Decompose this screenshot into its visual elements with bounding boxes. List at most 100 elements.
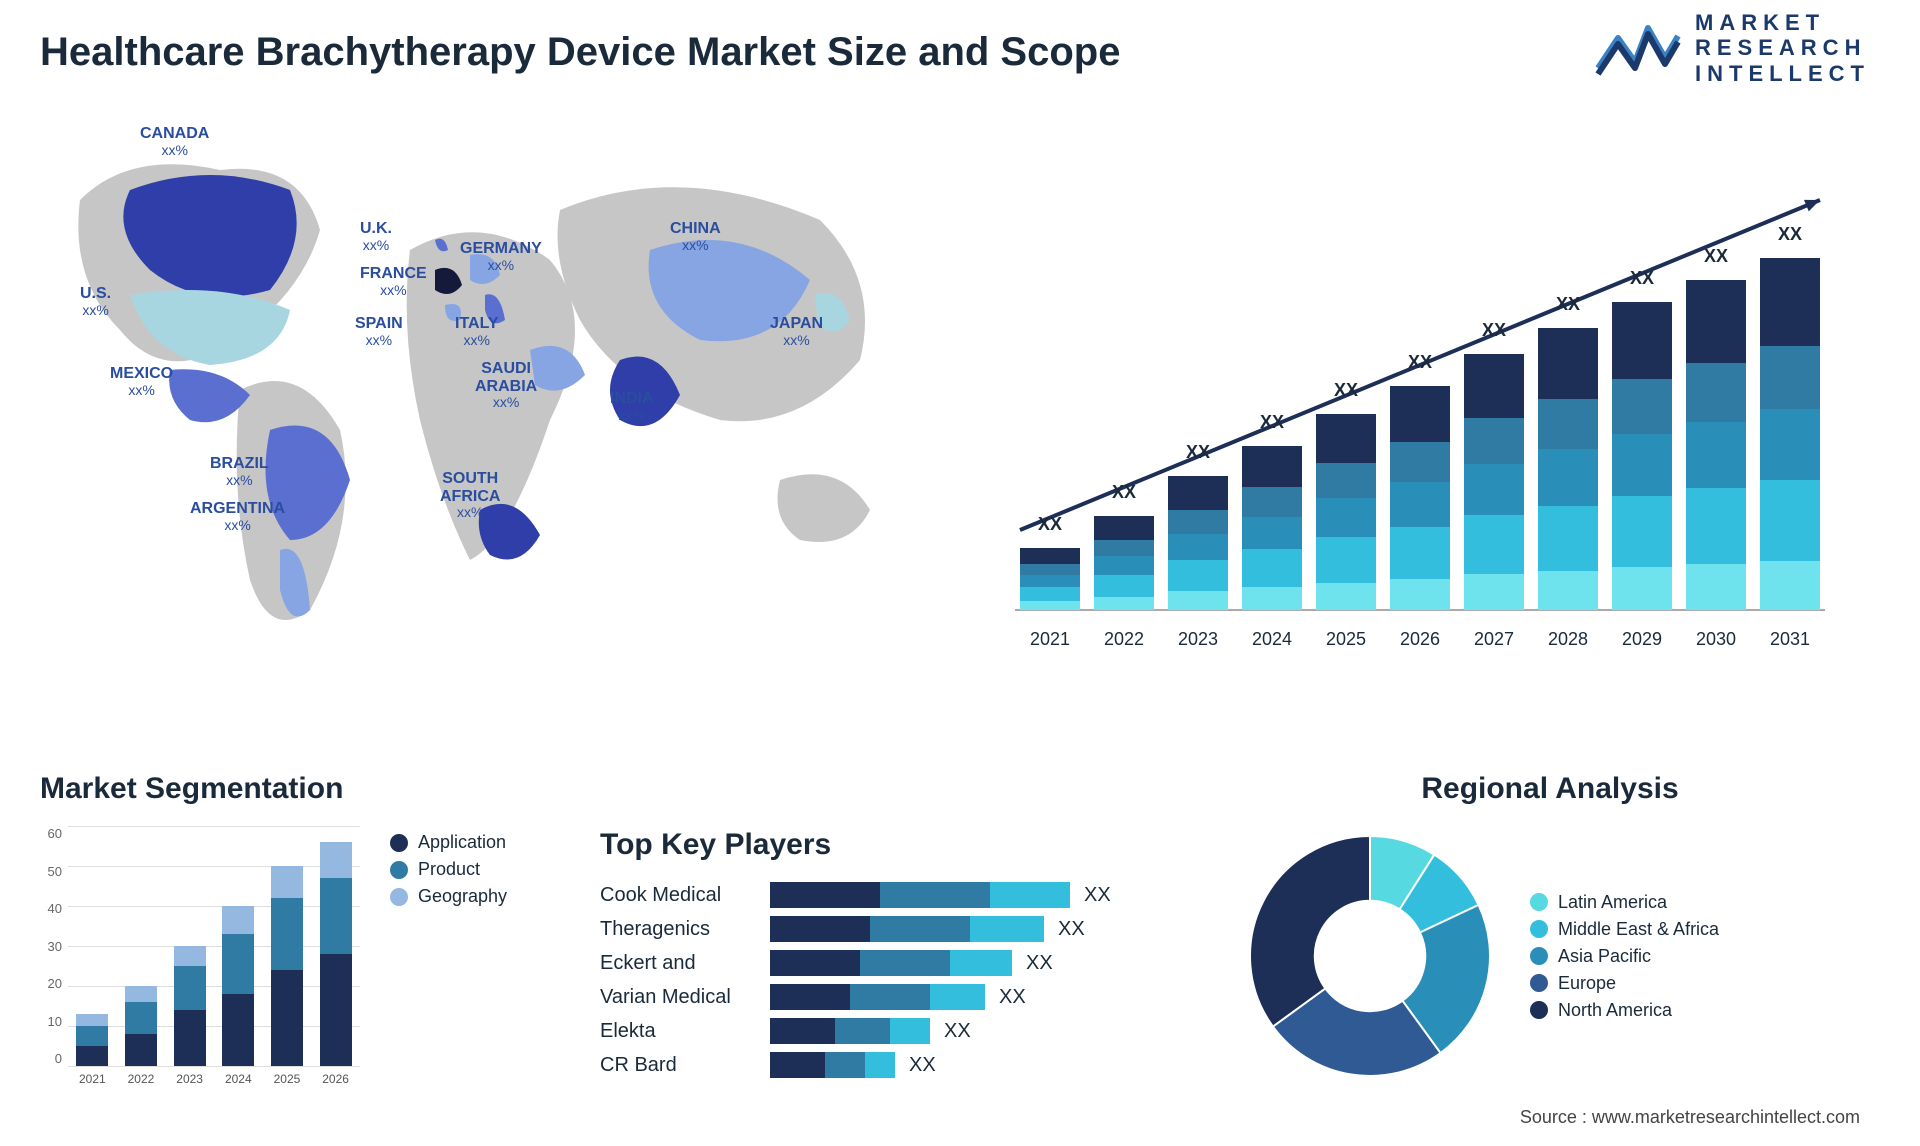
regional-title: Regional Analysis <box>1240 772 1860 806</box>
legend-item: Geography <box>390 886 507 907</box>
legend-swatch <box>1530 893 1548 911</box>
map-label: BRAZILxx% <box>210 455 269 488</box>
legend-label: Application <box>418 832 506 853</box>
keyplayer-label: Eckert and <box>600 952 770 975</box>
keyplayer-bar <box>770 1018 930 1044</box>
keyplayer-bar <box>770 984 985 1010</box>
keyplayer-label: CR Bard <box>600 1054 770 1077</box>
growth-x-label: 2031 <box>1760 629 1820 650</box>
map-label: SAUDIARABIAxx% <box>475 360 537 411</box>
regional-panel: Regional Analysis Latin America Middle Ea… <box>1240 772 1860 1086</box>
growth-bar-value: XX <box>1612 268 1672 289</box>
segmentation-bar <box>320 842 352 1066</box>
legend-item: Europe <box>1530 973 1719 994</box>
growth-x-label: 2030 <box>1686 629 1746 650</box>
growth-bar-value: XX <box>1316 380 1376 401</box>
map-label: GERMANYxx% <box>460 240 542 273</box>
legend-item: North America <box>1530 1000 1719 1021</box>
keyplayer-bar <box>770 882 1070 908</box>
growth-x-label: 2026 <box>1390 629 1450 650</box>
keyplayer-row: Cook MedicalXX <box>600 882 1220 908</box>
growth-bar-value: XX <box>1464 320 1524 341</box>
segmentation-x-label: 2023 <box>165 1072 214 1086</box>
segmentation-x-label: 2026 <box>311 1072 360 1086</box>
legend-item: Middle East & Africa <box>1530 919 1719 940</box>
legend-label: Geography <box>418 886 507 907</box>
segmentation-legend: Application Product Geography <box>360 826 507 1086</box>
legend-swatch <box>390 888 408 906</box>
map-label: MEXICOxx% <box>110 365 173 398</box>
segmentation-x-label: 2021 <box>68 1072 117 1086</box>
legend-swatch <box>1530 1001 1548 1019</box>
growth-x-label: 2024 <box>1242 629 1302 650</box>
map-label: INDIAxx% <box>610 390 654 423</box>
growth-bar-value: XX <box>1242 412 1302 433</box>
legend-label: Europe <box>1558 973 1616 994</box>
segmentation-bar <box>174 946 206 1066</box>
growth-bar: XX <box>1390 386 1450 610</box>
legend-item: Product <box>390 859 507 880</box>
legend-label: Asia Pacific <box>1558 946 1651 967</box>
growth-bar: XX <box>1242 446 1302 610</box>
keyplayer-row: CR BardXX <box>600 1052 1220 1078</box>
legend-label: North America <box>1558 1000 1672 1021</box>
keyplayer-bar <box>770 950 1012 976</box>
segmentation-x-label: 2022 <box>117 1072 166 1086</box>
growth-bar: XX <box>1020 548 1080 610</box>
segmentation-chart: 6050403020100 202120222023202420252026 <box>40 826 360 1086</box>
map-label: SPAINxx% <box>355 315 403 348</box>
growth-bar-value: XX <box>1760 224 1820 245</box>
segmentation-bar <box>222 906 254 1066</box>
map-label: CANADAxx% <box>140 125 209 158</box>
growth-x-label: 2027 <box>1464 629 1524 650</box>
segmentation-bar <box>125 986 157 1066</box>
world-map-panel: CANADAxx%U.S.xx%MEXICOxx%BRAZILxx%ARGENT… <box>40 120 920 680</box>
keyplayer-value: XX <box>1026 952 1053 975</box>
logo-icon <box>1593 18 1683 78</box>
growth-bar: XX <box>1464 354 1524 610</box>
legend-label: Middle East & Africa <box>1558 919 1719 940</box>
legend-swatch <box>1530 974 1548 992</box>
growth-bar-value: XX <box>1390 352 1450 373</box>
regional-donut <box>1240 826 1500 1086</box>
map-label: FRANCExx% <box>360 265 427 298</box>
growth-x-label: 2023 <box>1168 629 1228 650</box>
map-label: SOUTHAFRICAxx% <box>440 470 500 521</box>
map-label: JAPANxx% <box>770 315 823 348</box>
logo-text: MARKET RESEARCH INTELLECT <box>1695 10 1870 86</box>
keyplayer-row: Theragenics XX <box>600 916 1220 942</box>
growth-bar: XX <box>1538 328 1598 610</box>
keyplayer-bar <box>770 1052 895 1078</box>
growth-x-label: 2022 <box>1094 629 1154 650</box>
segmentation-title: Market Segmentation <box>40 772 560 806</box>
growth-bar-value: XX <box>1020 514 1080 535</box>
growth-bar: XX <box>1094 516 1154 610</box>
keyplayer-row: Eckert and XX <box>600 950 1220 976</box>
keyplayer-bar <box>770 916 1044 942</box>
segmentation-bar <box>76 1014 108 1066</box>
legend-swatch <box>1530 947 1548 965</box>
segmentation-x-label: 2024 <box>214 1072 263 1086</box>
legend-item: Latin America <box>1530 892 1719 913</box>
growth-bar: XX <box>1316 414 1376 610</box>
growth-bar-value: XX <box>1686 246 1746 267</box>
growth-bar: XX <box>1168 476 1228 610</box>
growth-chart: XXXXXXXXXXXXXXXXXXXXXX 20212022202320242… <box>980 150 1860 650</box>
keyplayer-value: XX <box>1058 918 1085 941</box>
keyplayer-value: XX <box>944 1020 971 1043</box>
growth-x-label: 2028 <box>1538 629 1598 650</box>
page-title: Healthcare Brachytherapy Device Market S… <box>40 30 1120 75</box>
legend-swatch <box>390 861 408 879</box>
keyplayer-label: Cook Medical <box>600 884 770 907</box>
growth-bar-value: XX <box>1538 294 1598 315</box>
keyplayers-panel: Top Key Players Cook MedicalXXTheragenic… <box>600 828 1220 1086</box>
growth-bar: XX <box>1686 280 1746 610</box>
growth-bar-value: XX <box>1168 442 1228 463</box>
footer-source: Source : www.marketresearchintellect.com <box>1520 1107 1860 1128</box>
growth-bar: XX <box>1760 258 1820 610</box>
keyplayer-label: Theragenics <box>600 918 770 941</box>
segmentation-x-label: 2025 <box>263 1072 312 1086</box>
keyplayers-title: Top Key Players <box>600 828 1220 862</box>
growth-x-label: 2025 <box>1316 629 1376 650</box>
regional-legend: Latin America Middle East & Africa Asia Pa… <box>1530 886 1719 1027</box>
